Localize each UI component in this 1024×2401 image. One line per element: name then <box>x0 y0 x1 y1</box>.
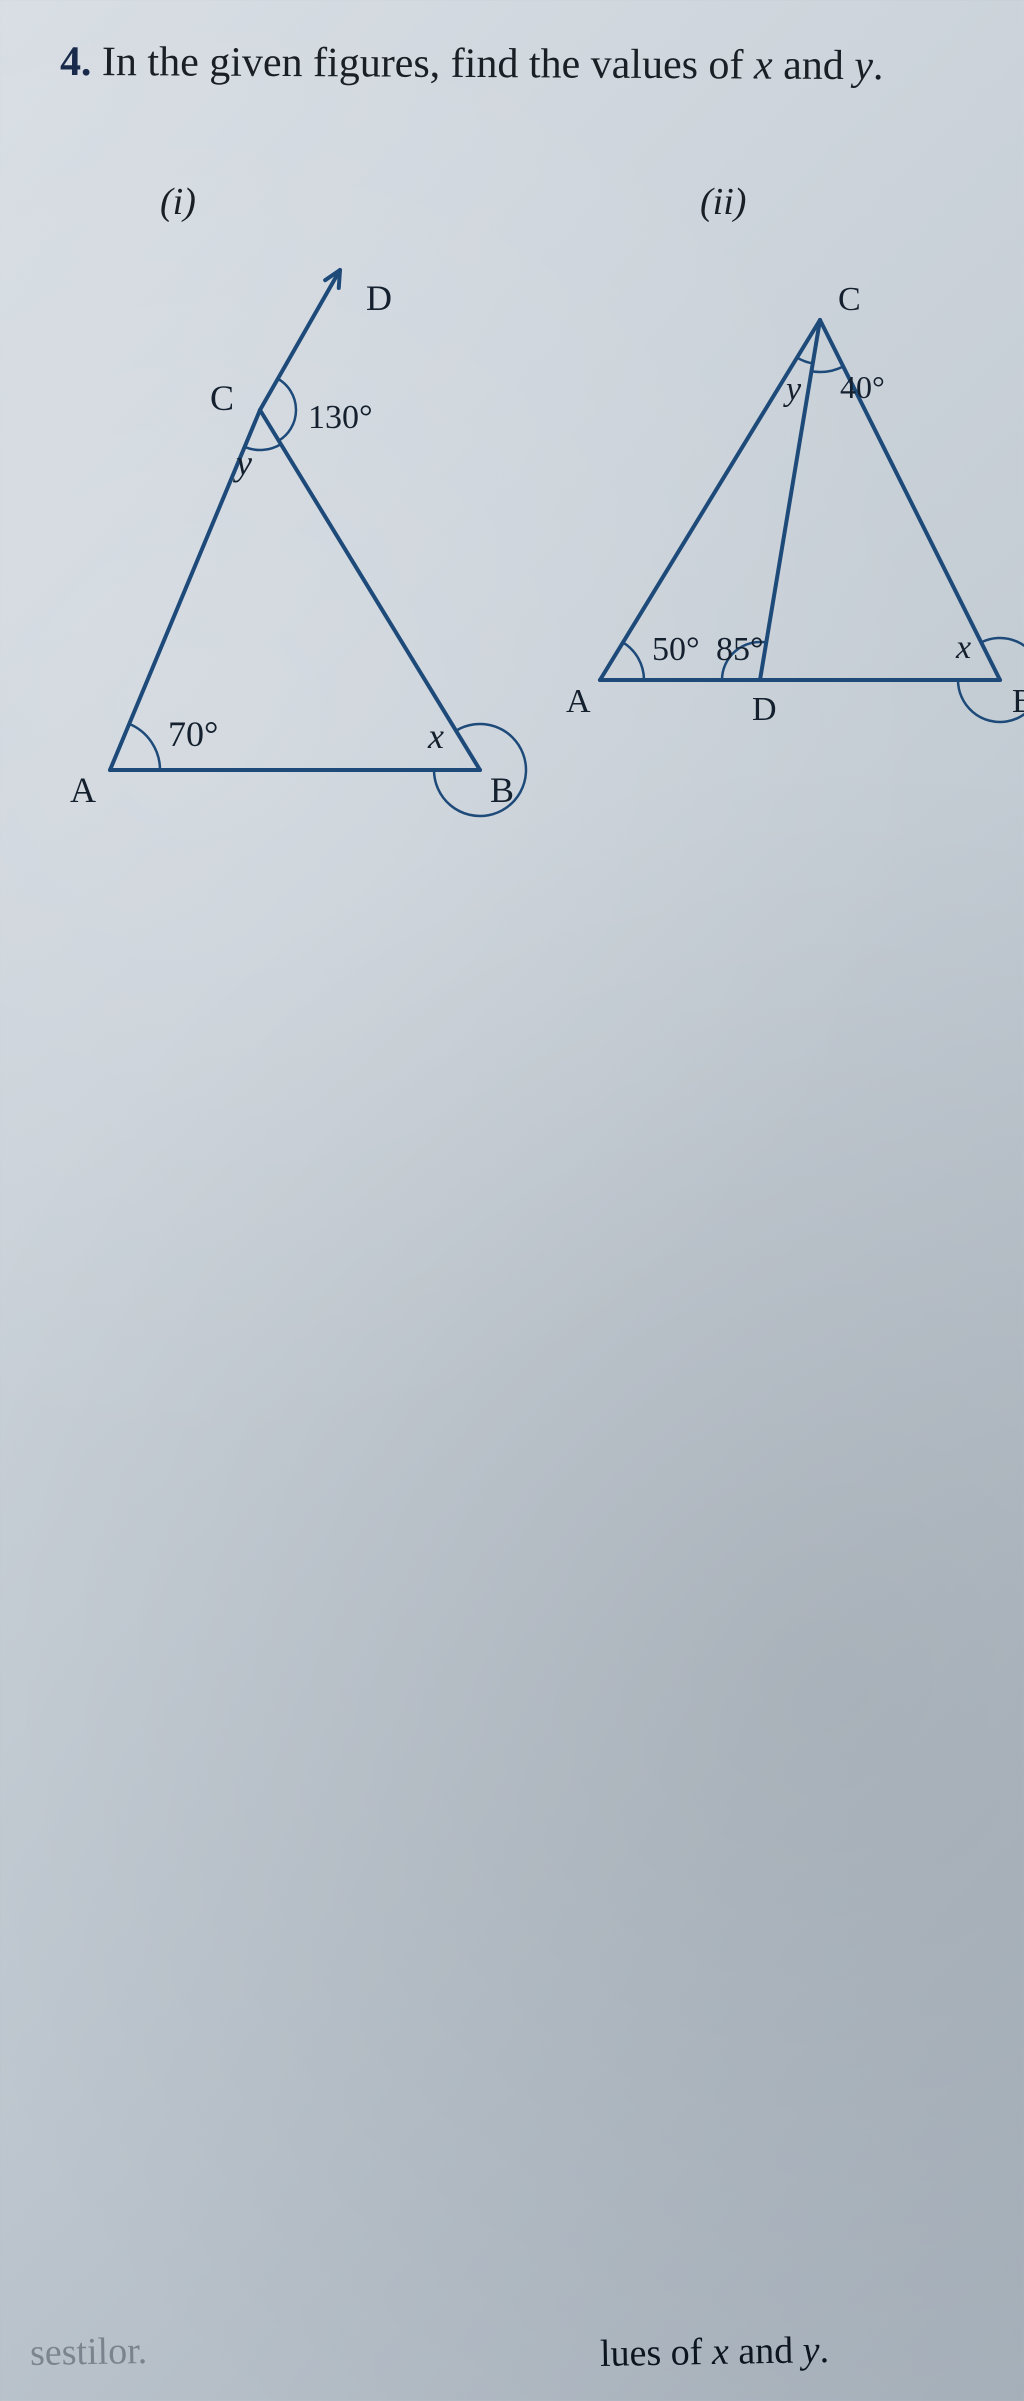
svg-text:85°: 85° <box>716 631 764 668</box>
svg-text:70°: 70° <box>168 714 218 754</box>
bottom-fragment-x: x <box>712 2331 730 2373</box>
question-and: and <box>773 43 855 89</box>
svg-text:C: C <box>210 378 234 418</box>
bottom-fragment-right: lues of x and y. <box>600 2328 830 2376</box>
svg-text:y: y <box>233 443 252 483</box>
bottom-fragment-y: y <box>802 2329 820 2371</box>
figure-ii-svg: 50° 85° y 40° x A B C D <box>560 280 1024 750</box>
svg-text:x: x <box>955 629 971 666</box>
figure-i-svg: 70° x y 130° A B C D <box>60 250 540 830</box>
bottom-fragment-period: . <box>819 2329 829 2371</box>
bottom-fragment-left: sestilor. <box>30 2329 148 2375</box>
svg-text:130°: 130° <box>308 399 373 436</box>
svg-text:C: C <box>838 281 861 318</box>
svg-text:B: B <box>490 770 514 810</box>
bottom-fragment-and: and <box>728 2329 803 2372</box>
svg-text:A: A <box>566 683 591 720</box>
question-number: 4. <box>60 39 92 85</box>
bottom-fragment-prefix: lues of <box>600 2331 713 2375</box>
svg-text:y: y <box>783 371 802 408</box>
svg-text:x: x <box>427 716 444 756</box>
svg-text:A: A <box>70 770 96 810</box>
svg-text:D: D <box>752 691 777 728</box>
question-var-y: y <box>854 43 873 89</box>
question-text-prefix: In the given figures, find the values of <box>102 39 754 88</box>
part-i-label: (i) <box>160 180 196 224</box>
svg-text:D: D <box>366 278 392 318</box>
figure-ii: 50° 85° y 40° x A B C D <box>560 280 1024 750</box>
part-ii-label: (ii) <box>700 180 746 224</box>
svg-text:50°: 50° <box>652 631 700 668</box>
question-period: . <box>873 43 884 89</box>
question-var-x: x <box>754 42 773 88</box>
svg-text:40°: 40° <box>840 369 885 405</box>
question-line: 4. In the given figures, find the values… <box>60 38 884 90</box>
figure-i: 70° x y 130° A B C D <box>60 250 540 830</box>
svg-text:B: B <box>1012 683 1024 720</box>
